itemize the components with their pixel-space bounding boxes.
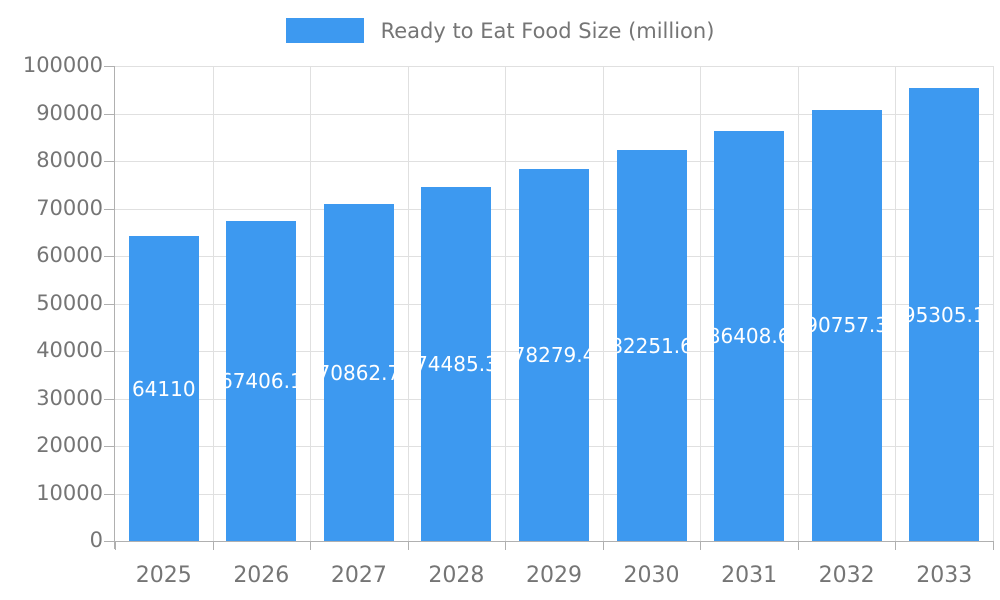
y-tick-label-100000: 100000 xyxy=(22,53,103,77)
gridline-v-9 xyxy=(993,66,994,541)
x-tick-label-2030: 2030 xyxy=(623,563,680,588)
y-axis-tick-80000 xyxy=(104,161,114,162)
gridline-h-100000 xyxy=(115,66,993,67)
bar-2028[interactable]: 74485.3 xyxy=(421,187,492,541)
y-tick-label-30000: 30000 xyxy=(36,385,103,410)
x-axis-tick-2 xyxy=(310,542,312,550)
y-axis-tick-30000 xyxy=(104,398,114,400)
y-tick-label-10000: 10000 xyxy=(36,480,103,505)
y-axis-tick-70000 xyxy=(104,208,114,210)
legend[interactable]: Ready to Eat Food Size (million) xyxy=(0,18,1000,43)
x-tick-label-2027: 2027 xyxy=(330,563,387,588)
y-tick-label-90000: 90000 xyxy=(36,100,103,125)
y-axis-tick-0 xyxy=(104,541,114,542)
x-axis-tick-6 xyxy=(700,542,702,550)
x-axis-tick-7 xyxy=(797,542,799,550)
bar-value-label-2033: 95305.1 xyxy=(909,302,980,327)
x-tick-label-2032: 2032 xyxy=(818,563,875,588)
bar-value-label-2028: 74485.3 xyxy=(421,352,492,377)
bar-2029[interactable]: 78279.4 xyxy=(519,169,589,541)
bar-2033[interactable]: 95305.1 xyxy=(909,88,980,541)
bar-2026[interactable]: 67406.1 xyxy=(226,220,297,541)
y-tick-label-40000: 40000 xyxy=(36,338,103,362)
plot-area: 0 10000 20000 30000 40000 50000 60000 70000 8000… xyxy=(23,55,994,588)
bar-value-label-2026: 67406.1 xyxy=(226,368,297,393)
legend-swatch xyxy=(285,18,364,43)
bar-value-label-2032: 90757.3 xyxy=(811,313,882,338)
bar-2030[interactable]: 82251.6 xyxy=(616,150,687,541)
x-tick-label-2029: 2029 xyxy=(525,563,582,588)
y-tick-label-0: 0 xyxy=(89,528,103,552)
gridline-v-6 xyxy=(700,66,702,541)
x-tick-label-2031: 2031 xyxy=(721,563,778,588)
y-axis-tick-100000 xyxy=(104,66,114,67)
x-tick-label-2033: 2033 xyxy=(916,563,973,588)
gridline-v-8 xyxy=(895,66,897,541)
gridline-h-90000 xyxy=(115,113,993,115)
bar-2025[interactable]: 64110 xyxy=(128,236,199,541)
bar-value-label-2027: 70862.7 xyxy=(323,360,394,385)
y-axis-tick-10000 xyxy=(104,493,114,495)
x-axis-tick-1 xyxy=(212,542,214,550)
gridline-v-4 xyxy=(505,66,507,541)
bar-2027[interactable]: 70862.7 xyxy=(323,204,394,541)
x-axis-tick-8 xyxy=(895,542,897,550)
y-tick-label-60000: 60000 xyxy=(36,243,103,267)
x-tick-label-2026: 2026 xyxy=(233,563,290,588)
gridline-v-2 xyxy=(310,66,312,541)
y-axis-tick-20000 xyxy=(104,446,114,447)
gridline-v-5 xyxy=(602,66,604,541)
y-axis-tick-60000 xyxy=(104,256,114,257)
x-tick-label-2028: 2028 xyxy=(428,563,485,588)
x-axis-line xyxy=(114,541,994,542)
y-axis-tick-90000 xyxy=(104,113,114,115)
bar-2031[interactable]: 86408.6 xyxy=(714,130,785,541)
gridline-v-1 xyxy=(212,66,214,541)
x-axis-tick-4 xyxy=(505,542,507,550)
y-tick-label-20000: 20000 xyxy=(36,433,103,457)
gridline-h-80000 xyxy=(115,161,993,162)
y-axis-line xyxy=(114,66,115,549)
x-axis-tick-0 xyxy=(115,542,116,550)
x-axis-tick-9 xyxy=(993,542,994,550)
y-axis-tick-40000 xyxy=(104,351,114,352)
gridline-v-3 xyxy=(407,66,409,541)
x-tick-label-2025: 2025 xyxy=(135,563,192,588)
y-axis-tick-50000 xyxy=(104,303,114,305)
bar-value-label-2025: 64110 xyxy=(131,376,196,401)
bar-value-label-2030: 82251.6 xyxy=(616,333,687,358)
bar-value-label-2029: 78279.4 xyxy=(519,343,589,368)
gridline-v-7 xyxy=(797,66,799,541)
y-tick-label-50000: 50000 xyxy=(36,290,103,315)
legend-label: Ready to Eat Food Size (million) xyxy=(380,18,715,43)
y-tick-label-70000: 70000 xyxy=(36,195,103,220)
x-axis-tick-3 xyxy=(407,542,409,550)
bar-2032[interactable]: 90757.3 xyxy=(811,109,882,541)
y-tick-label-80000: 80000 xyxy=(36,148,103,172)
bar-value-label-2031: 86408.6 xyxy=(714,323,785,348)
x-axis-tick-5 xyxy=(602,542,604,550)
